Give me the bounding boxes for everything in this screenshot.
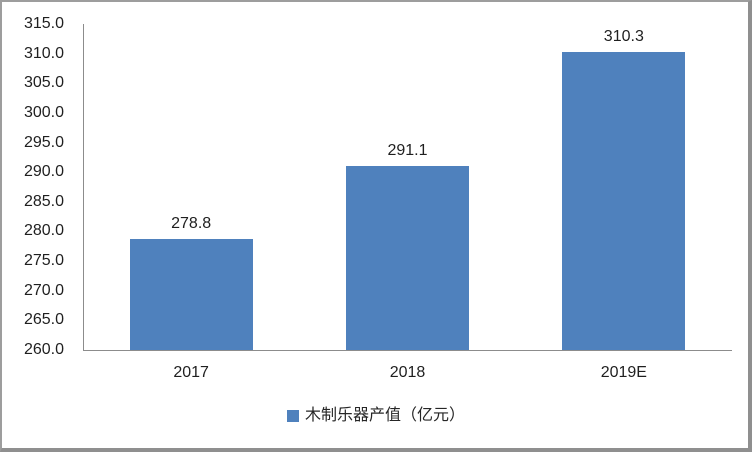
y-axis-tick-label: 290.0 bbox=[23, 163, 64, 181]
chart-legend: 木制乐器产值（亿元） bbox=[2, 406, 748, 426]
bar-value-label: 278.8 bbox=[171, 214, 212, 232]
y-axis-tick-label: 270.0 bbox=[23, 281, 64, 299]
y-axis-tick-label: 275.0 bbox=[23, 252, 64, 270]
bar-2019E bbox=[562, 51, 686, 350]
bar-value-label: 310.3 bbox=[603, 27, 644, 45]
y-axis-tick-label: 265.0 bbox=[23, 311, 64, 329]
bar-value-label: 291.1 bbox=[387, 141, 428, 159]
legend-label: 木制乐器产值（亿元） bbox=[304, 407, 465, 424]
y-axis-tick-label: 305.0 bbox=[23, 74, 64, 92]
bar-2018 bbox=[346, 165, 469, 350]
y-axis-tick-label: 315.0 bbox=[23, 15, 64, 32]
x-axis-tick-label: 2018 bbox=[389, 364, 426, 381]
y-axis-tick-label: 280.0 bbox=[23, 222, 64, 240]
y-axis-tick-label: 310.0 bbox=[23, 44, 64, 62]
x-axis-tick-label: 2017 bbox=[173, 364, 209, 381]
y-axis-tick-label: 260.0 bbox=[23, 341, 64, 358]
bar-2017 bbox=[129, 238, 253, 350]
y-axis-tick-label: 285.0 bbox=[23, 192, 64, 210]
y-axis-line bbox=[83, 24, 84, 350]
legend-marker-icon bbox=[286, 410, 299, 422]
y-axis-tick-label: 295.0 bbox=[23, 133, 64, 151]
x-axis-tick-label: 2019E bbox=[600, 364, 647, 381]
y-axis-tick-label: 300.0 bbox=[23, 103, 64, 121]
x-axis-line bbox=[83, 350, 732, 351]
